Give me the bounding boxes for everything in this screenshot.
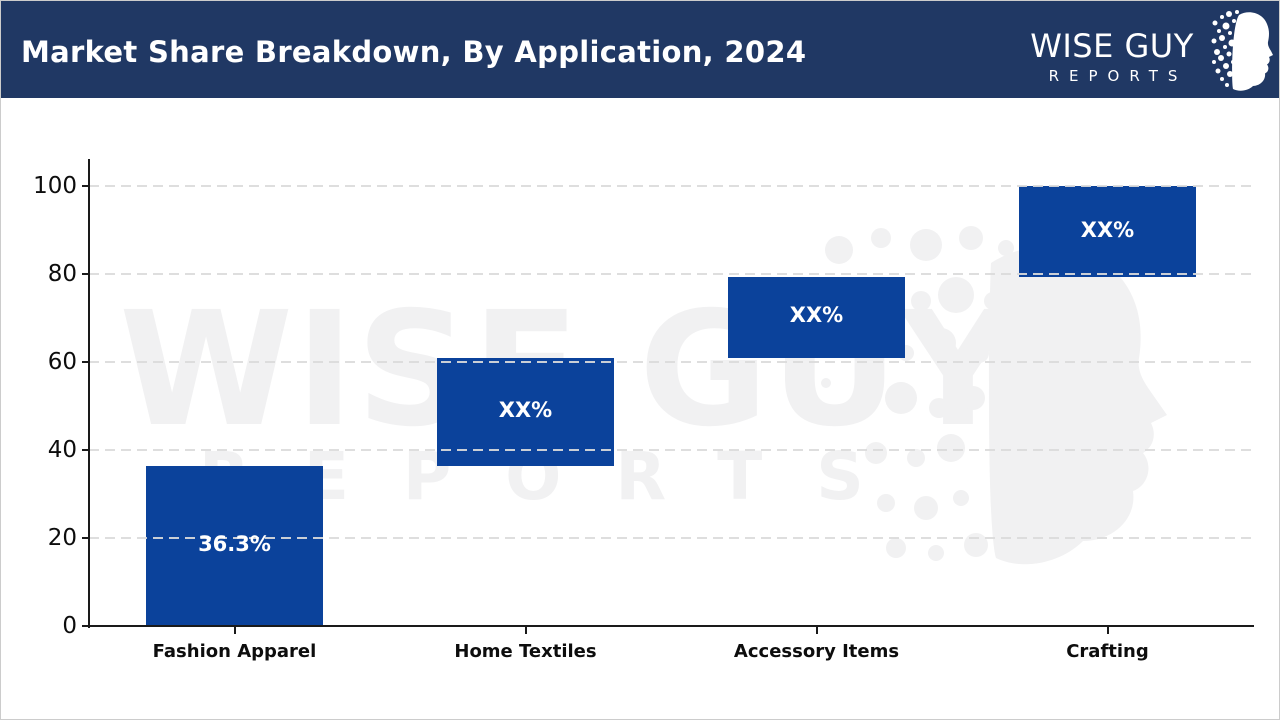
brand-logo: WISE GUY REPORTS xyxy=(1023,5,1273,95)
bar-accessory-items xyxy=(728,277,905,358)
x-tick-label-fashion-apparel: Fashion Apparel xyxy=(152,641,317,662)
y-tick-label-20: 20 xyxy=(47,525,77,551)
y-tick-label-40: 40 xyxy=(47,437,77,463)
brand-logo-wiseguy-text: WISE GUY xyxy=(1030,27,1194,65)
gridline-40 xyxy=(89,449,1253,451)
x-axis-spine xyxy=(88,625,1254,627)
y-tick-100 xyxy=(82,185,89,187)
y-tick-label-60: 60 xyxy=(47,349,77,375)
x-tick-crafting xyxy=(1106,627,1109,634)
bar-crafting xyxy=(1019,186,1196,278)
gridline-100 xyxy=(89,185,1253,187)
y-tick-0 xyxy=(82,625,89,627)
y-axis-spine xyxy=(88,159,90,628)
y-tick-80 xyxy=(82,273,89,275)
bar-label-fashion-apparel: 36.3% xyxy=(198,532,271,557)
x-tick-fashion-apparel xyxy=(233,627,236,634)
brand-logo-face-icon xyxy=(1211,10,1273,91)
gridline-60 xyxy=(89,361,1253,363)
bar-label-crafting: XX% xyxy=(1080,217,1135,242)
y-tick-60 xyxy=(82,361,89,363)
y-tick-label-100: 100 xyxy=(33,173,77,199)
bar-home-textiles xyxy=(437,357,614,467)
bar-label-home-textiles: XX% xyxy=(498,397,553,422)
x-tick-accessory-items xyxy=(815,627,818,634)
x-tick-label-crafting: Crafting xyxy=(1066,641,1149,662)
gridline-80 xyxy=(89,273,1253,275)
x-tick-label-accessory-items: Accessory Items xyxy=(733,641,900,662)
watermark-face-icon xyxy=(813,226,1167,565)
x-tick-home-textiles xyxy=(524,627,527,634)
header-bar: Market Share Breakdown, By Application, … xyxy=(1,1,1279,98)
bar-label-accessory-items: XX% xyxy=(789,303,844,328)
y-tick-40 xyxy=(82,449,89,451)
brand-logo-reports-text: REPORTS xyxy=(1048,67,1188,85)
gridline-20 xyxy=(89,537,1253,539)
y-tick-label-0: 0 xyxy=(62,613,77,639)
x-tick-label-home-textiles: Home Textiles xyxy=(454,641,597,662)
bar-fashion-apparel xyxy=(146,466,323,626)
y-tick-20 xyxy=(82,537,89,539)
page-title: Market Share Breakdown, By Application, … xyxy=(21,35,807,69)
y-tick-label-80: 80 xyxy=(47,261,77,287)
